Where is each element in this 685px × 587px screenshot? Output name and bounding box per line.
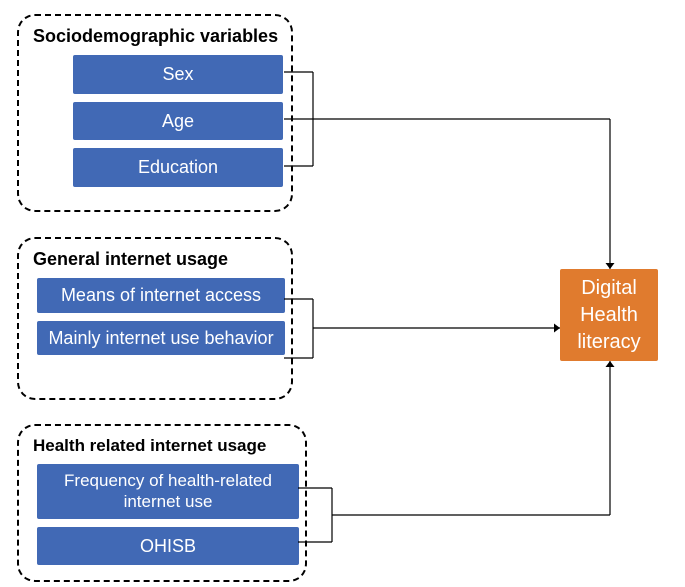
outcome-line-1: Digital <box>581 277 637 299</box>
outcome-digital-health-literacy: Digital Health literacy <box>560 269 658 361</box>
item-means: Means of internet access <box>37 278 285 313</box>
group-health: Health related internet usage Frequency … <box>17 424 307 582</box>
group-title-general: General internet usage <box>33 249 279 270</box>
item-freq: Frequency of health-related internet use <box>37 464 299 519</box>
outcome-line-3: literacy <box>577 331 640 353</box>
item-sex: Sex <box>73 55 283 94</box>
group-title-health: Health related internet usage <box>33 436 293 456</box>
outcome-line-2: Health <box>580 304 638 326</box>
group-general: General internet usage Means of internet… <box>17 237 293 400</box>
item-age: Age <box>73 102 283 141</box>
item-education: Education <box>73 148 283 187</box>
group-title-sociodemo: Sociodemographic variables <box>33 26 279 47</box>
group-sociodemo: Sociodemographic variables Sex Age Educa… <box>17 14 293 212</box>
item-behavior: Mainly internet use behavior <box>37 321 285 356</box>
item-ohisb: OHISB <box>37 527 299 566</box>
